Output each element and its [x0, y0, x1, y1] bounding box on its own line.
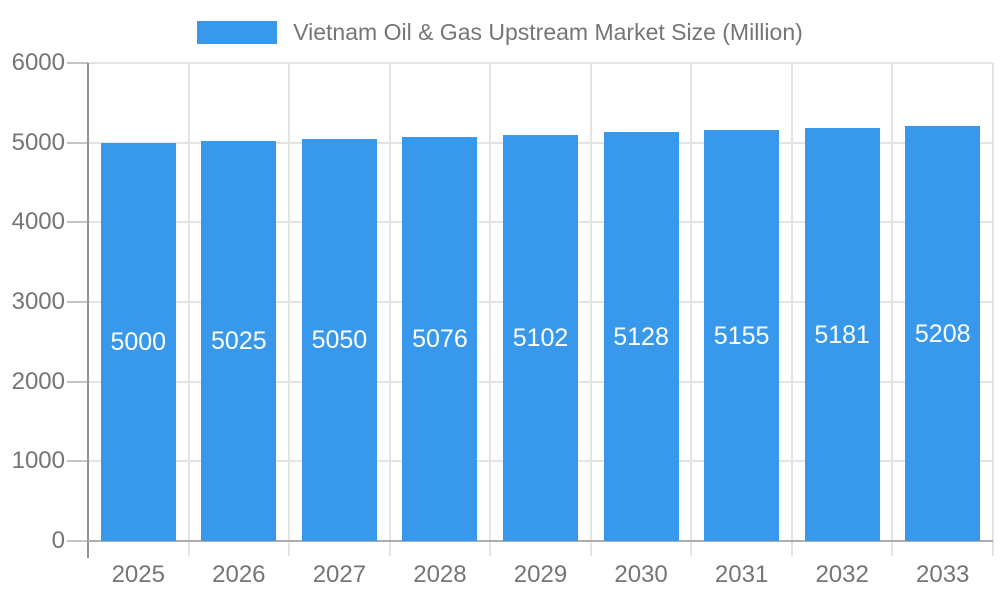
- y-axis-line: [87, 63, 89, 558]
- y-tick-label: 3000: [11, 288, 65, 315]
- y-tick-mark: [67, 221, 88, 224]
- y-tick-label: 1000: [11, 447, 65, 475]
- vertical-gridline: [790, 63, 793, 556]
- y-tick-mark: [67, 380, 88, 383]
- bar[interactable]: [301, 138, 377, 541]
- vertical-gridline: [187, 63, 190, 556]
- bar[interactable]: [503, 134, 578, 541]
- bar[interactable]: [704, 130, 780, 541]
- bar[interactable]: [905, 126, 981, 541]
- x-tick-label: 2030: [614, 561, 668, 588]
- x-tick-label: 2032: [815, 561, 869, 588]
- x-tick-label: 2026: [212, 561, 266, 588]
- y-tick-label: 2000: [11, 367, 65, 395]
- y-tick-label: 5000: [11, 128, 65, 156]
- legend-label: Vietnam Oil & Gas Upstream Market Size (…: [293, 19, 803, 45]
- x-tick-label: 2033: [916, 561, 970, 588]
- x-tick-label: 2027: [312, 561, 367, 588]
- legend: Vietnam Oil & Gas Upstream Market Size (…: [0, 18, 1000, 46]
- legend-swatch: [197, 20, 278, 44]
- y-tick-mark: [67, 460, 88, 463]
- bar-value-label: 5208: [914, 319, 971, 348]
- vertical-gridline: [992, 63, 994, 556]
- y-tick-mark: [67, 540, 88, 542]
- x-tick-label: 2028: [413, 561, 467, 588]
- x-tick-label: 2029: [513, 561, 568, 588]
- bar[interactable]: [201, 140, 277, 541]
- vertical-gridline: [288, 63, 291, 556]
- bar[interactable]: [402, 136, 478, 541]
- x-tick-label: 2031: [714, 561, 769, 588]
- vertical-gridline: [589, 63, 592, 556]
- y-tick-mark: [67, 141, 88, 144]
- vertical-gridline: [489, 63, 492, 556]
- bar-value-label: 5076: [412, 324, 468, 353]
- y-tick-label: 6000: [11, 49, 65, 76]
- vertical-gridline: [388, 63, 391, 556]
- bar-value-label: 5050: [311, 325, 368, 354]
- vertical-gridline: [690, 63, 693, 556]
- vertical-gridline: [891, 63, 894, 556]
- bar-value-label: 5181: [814, 320, 870, 349]
- x-axis-line: [88, 540, 993, 542]
- bar-value-label: 5128: [613, 322, 669, 351]
- bar[interactable]: [603, 132, 679, 541]
- y-tick-mark: [67, 62, 88, 64]
- bar[interactable]: [100, 142, 176, 541]
- horizontal-gridline: [88, 62, 993, 64]
- bar-value-label: 5102: [512, 323, 569, 352]
- y-tick-label: 0: [51, 527, 65, 554]
- bar-value-label: 5025: [211, 326, 267, 355]
- bar[interactable]: [804, 128, 880, 541]
- x-tick-label: 2025: [111, 561, 165, 588]
- y-tick-label: 4000: [11, 208, 65, 236]
- y-tick-mark: [67, 301, 88, 303]
- bar-value-label: 5155: [713, 321, 770, 350]
- bar-value-label: 5000: [110, 327, 167, 356]
